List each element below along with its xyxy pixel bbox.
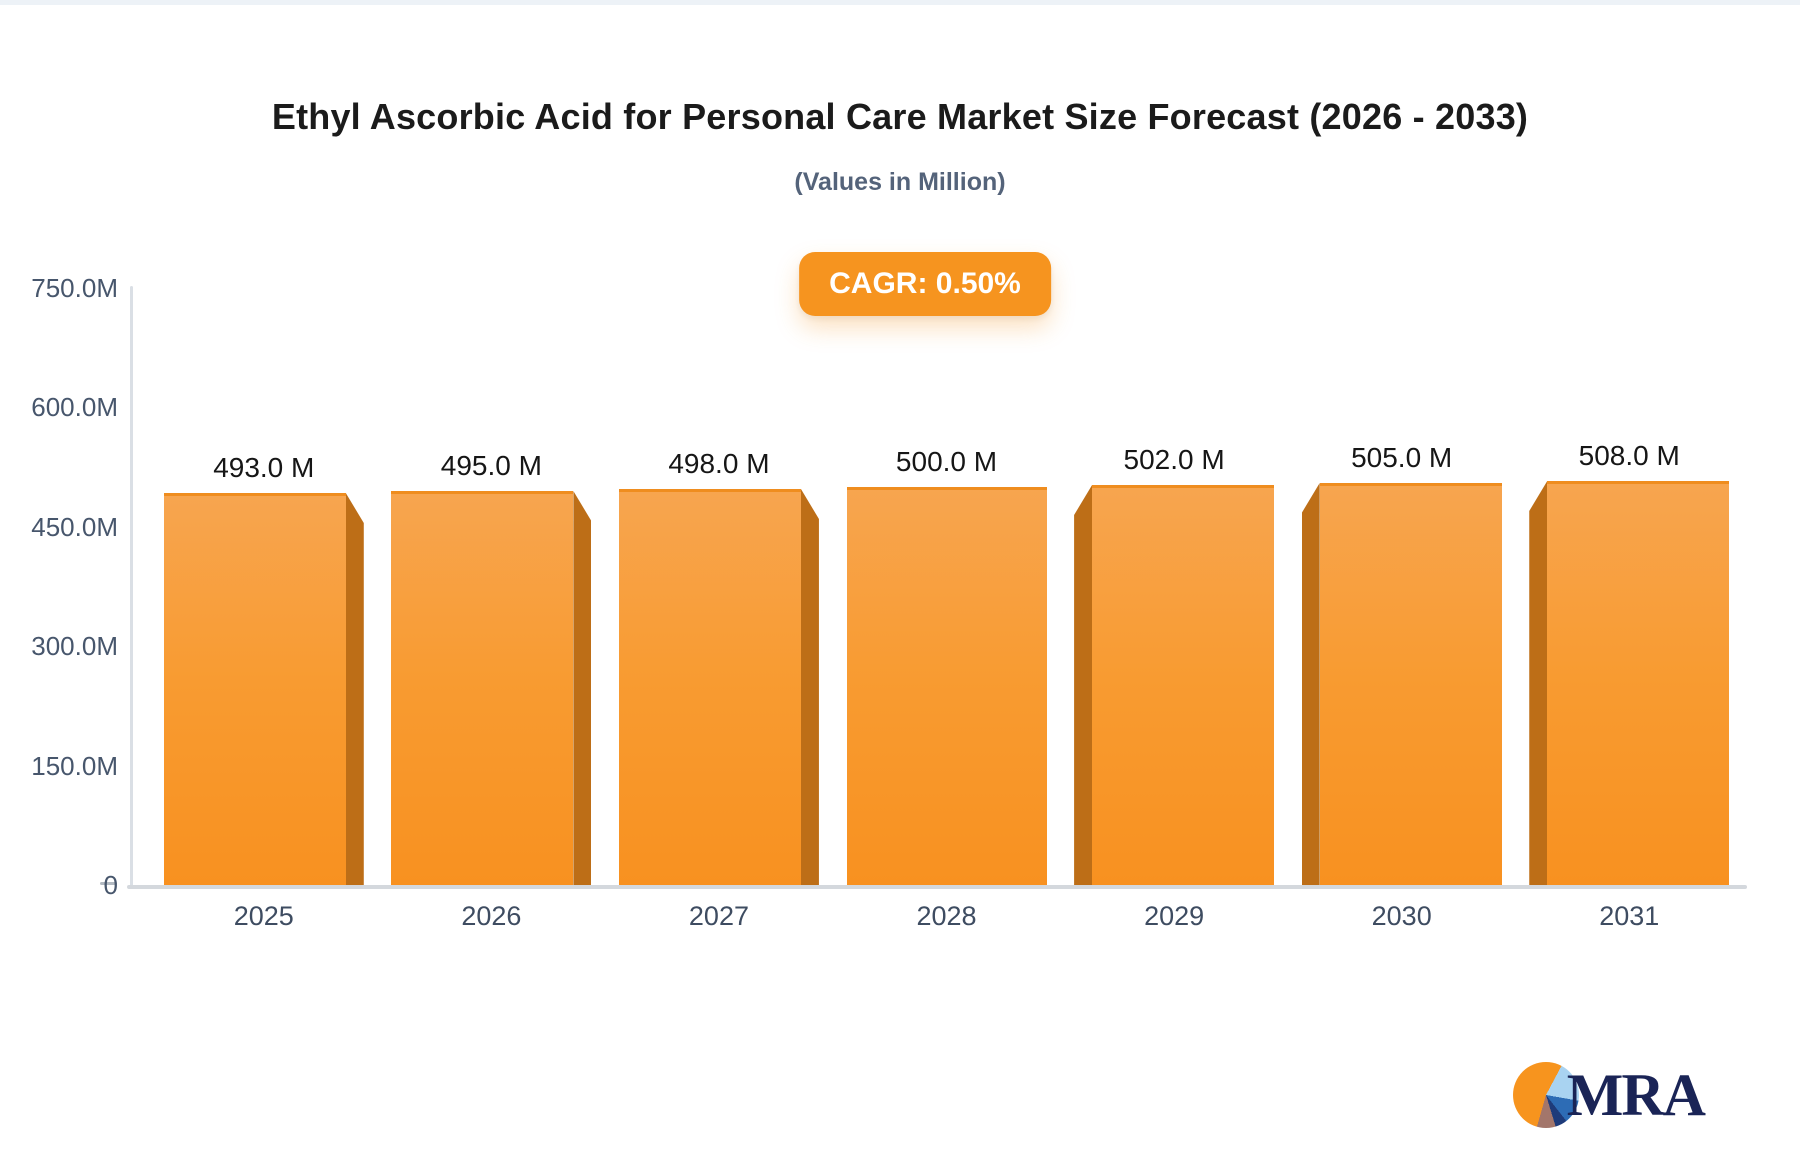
y-axis-label: 750.0M xyxy=(31,273,118,303)
bar-face xyxy=(1547,481,1730,885)
page-top-strip xyxy=(0,0,1800,5)
y-axis-label: 0 xyxy=(103,870,118,900)
bar: 505.0 M xyxy=(1301,442,1502,885)
bar-value-label: 493.0 M xyxy=(213,452,315,483)
bar: 508.0 M xyxy=(1529,440,1730,885)
bar-face xyxy=(846,487,1047,885)
plot-area: 493.0 M 2025 495.0 M 2026 498.0 M 2027 500.0 M… xyxy=(150,288,1743,931)
bar-3d-side xyxy=(1301,483,1320,885)
x-axis-label: 2028 xyxy=(916,901,977,931)
y-axis-line xyxy=(130,286,133,887)
x-axis-label: 2031 xyxy=(1599,901,1660,931)
bar: 493.0 M xyxy=(163,452,364,885)
x-axis-label: 2030 xyxy=(1371,901,1432,931)
bar-value-label: 495.0 M xyxy=(440,450,542,481)
x-axis-label: 2026 xyxy=(461,901,522,931)
bar-3d-side xyxy=(800,489,819,885)
bar-face xyxy=(391,491,574,885)
y-axis-label: 450.0M xyxy=(31,511,118,542)
bar-3d-side xyxy=(345,493,364,885)
bars-row: 493.0 M 2025 495.0 M 2026 498.0 M 2027 500.0 M… xyxy=(150,288,1743,931)
page-title: Ethyl Ascorbic Acid for Personal Care Ma… xyxy=(271,96,1529,137)
bar-face xyxy=(618,489,801,885)
bar-group: 505.0 M 2030 xyxy=(1288,288,1516,931)
bar: 498.0 M xyxy=(618,448,819,885)
bar-value-label: 498.0 M xyxy=(668,448,770,479)
bar-value-label: 505.0 M xyxy=(1351,442,1453,473)
x-axis-label: 2029 xyxy=(1144,901,1205,931)
bar: 500.0 M xyxy=(846,446,1047,885)
pie-chart-icon xyxy=(1512,1062,1579,1128)
bar-group: 498.0 M 2027 xyxy=(605,288,833,931)
x-axis-line xyxy=(127,885,1747,889)
bar-3d-side xyxy=(1074,485,1093,885)
logo-text: MRA xyxy=(1566,1062,1706,1128)
bar-3d-side xyxy=(1529,481,1548,885)
chart-subtitle: (Values in Million) xyxy=(794,168,1006,196)
bar-face xyxy=(1092,485,1275,885)
bar: 495.0 M xyxy=(391,450,592,885)
y-axis-label: 600.0M xyxy=(31,392,118,423)
y-axis-label: 150.0M xyxy=(31,750,118,781)
bar-value-label: 500.0 M xyxy=(895,446,998,477)
bar-group: 493.0 M 2025 xyxy=(150,288,378,931)
bar-face xyxy=(1319,483,1502,885)
brand-logo: MRA xyxy=(1512,1062,1706,1128)
bar-face xyxy=(163,493,346,885)
bar-3d-side xyxy=(573,491,592,885)
y-axis-label: 300.0M xyxy=(31,631,118,662)
bar: 502.0 M xyxy=(1074,444,1275,885)
bar-group: 495.0 M 2026 xyxy=(378,288,606,931)
bar-value-label: 508.0 M xyxy=(1578,440,1680,471)
x-axis-label: 2025 xyxy=(233,901,294,931)
x-axis-label: 2027 xyxy=(688,901,749,931)
bar-group: 508.0 M 2031 xyxy=(1515,288,1743,931)
bar-value-label: 502.0 M xyxy=(1123,444,1225,475)
y-axis-tick-dash xyxy=(100,882,117,885)
bar-group: 502.0 M 2029 xyxy=(1060,288,1288,931)
cagr-badge: CAGR: 0.50% xyxy=(799,252,1051,316)
bar-group: 500.0 M 2028 xyxy=(833,288,1061,931)
